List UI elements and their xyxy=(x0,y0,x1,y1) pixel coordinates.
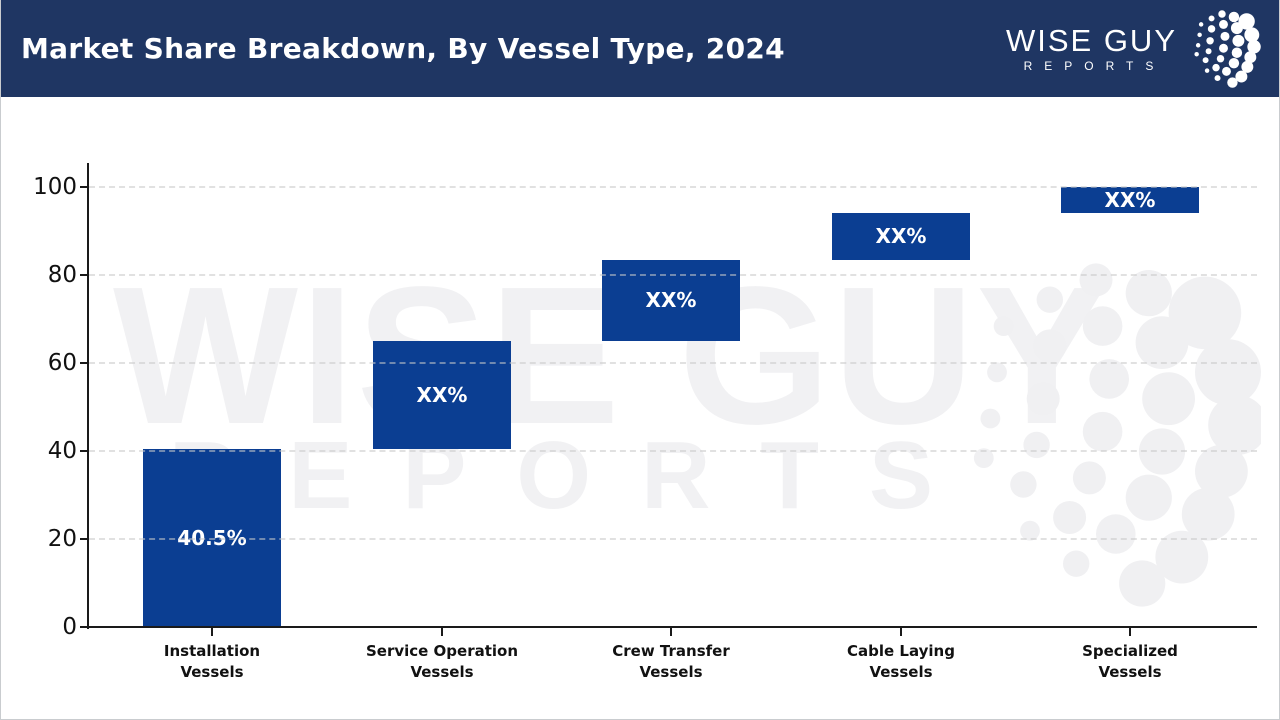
x-category-label-line: Specialized xyxy=(1082,642,1178,660)
y-tick-label: 40 xyxy=(47,438,77,464)
bar: XX% xyxy=(602,259,740,341)
x-category-label-line: Cable Laying xyxy=(847,642,955,660)
bar: XX% xyxy=(1061,187,1199,214)
y-gridline xyxy=(89,450,1257,452)
x-category-label-line: Installation xyxy=(163,642,261,660)
dot-head-icon xyxy=(1194,9,1261,88)
y-tick-label: 20 xyxy=(47,526,77,552)
y-tick-label: 60 xyxy=(47,350,77,376)
x-category-label-line: Vessels xyxy=(1098,663,1162,681)
header-bar: Market Share Breakdown, By Vessel Type, … xyxy=(1,0,1279,97)
x-category-label: Crew Transfer Vessels xyxy=(561,641,781,683)
x-tick-mark xyxy=(441,628,443,636)
x-category-label-line: Vessels xyxy=(639,663,703,681)
y-tick-mark xyxy=(80,186,88,188)
bar: XX% xyxy=(373,341,511,449)
x-tick-mark xyxy=(670,628,672,636)
bar-value-label: XX% xyxy=(875,224,927,249)
bar-value-label: 40.5% xyxy=(177,525,247,550)
bar-value-label: XX% xyxy=(416,382,468,407)
y-tick-mark xyxy=(80,626,88,628)
x-category-label: Service Operation Vessels xyxy=(332,641,552,683)
x-category-label-line: Crew Transfer xyxy=(612,642,730,660)
x-tick-mark xyxy=(211,628,213,636)
x-category-label-line: Service Operation xyxy=(365,642,519,660)
y-tick-mark xyxy=(80,538,88,540)
bar: XX% xyxy=(832,213,970,260)
y-gridline xyxy=(89,538,1257,540)
x-category-label: Installation Vessels xyxy=(102,641,322,683)
x-tick-mark xyxy=(1129,628,1131,636)
y-tick-mark xyxy=(80,274,88,276)
x-tick-mark xyxy=(900,628,902,636)
page-title: Market Share Breakdown, By Vessel Type, … xyxy=(21,32,785,65)
y-tick-mark xyxy=(80,450,88,452)
bar-value-label: XX% xyxy=(645,288,697,313)
y-tick-mark xyxy=(80,362,88,364)
wise-guy-logo: WISE GUY REPORTS xyxy=(1006,8,1261,90)
y-axis-spine xyxy=(87,163,89,629)
bar: 40.5% xyxy=(143,448,281,627)
x-axis-spine xyxy=(87,626,1257,628)
x-category-label-line: Vessels xyxy=(180,663,244,681)
y-gridline xyxy=(89,274,1257,276)
y-tick-label: 80 xyxy=(47,262,77,288)
x-category-label-line: Vessels xyxy=(410,663,474,681)
x-category-label: Cable Laying Vessels xyxy=(791,641,1011,683)
logo-text: WISE GUY REPORTS xyxy=(1006,25,1177,73)
y-gridline xyxy=(89,362,1257,364)
logo-wordmark: WISE GUY xyxy=(1005,22,1177,58)
bar-value-label: XX% xyxy=(1104,188,1156,213)
y-tick-label: 100 xyxy=(33,174,77,200)
y-tick-label: 0 xyxy=(62,614,77,640)
y-gridline xyxy=(89,186,1257,188)
x-category-label: Specialized Vessels xyxy=(1020,641,1240,683)
logo-subtitle: REPORTS xyxy=(1023,58,1166,73)
x-category-label-line: Vessels xyxy=(869,663,933,681)
